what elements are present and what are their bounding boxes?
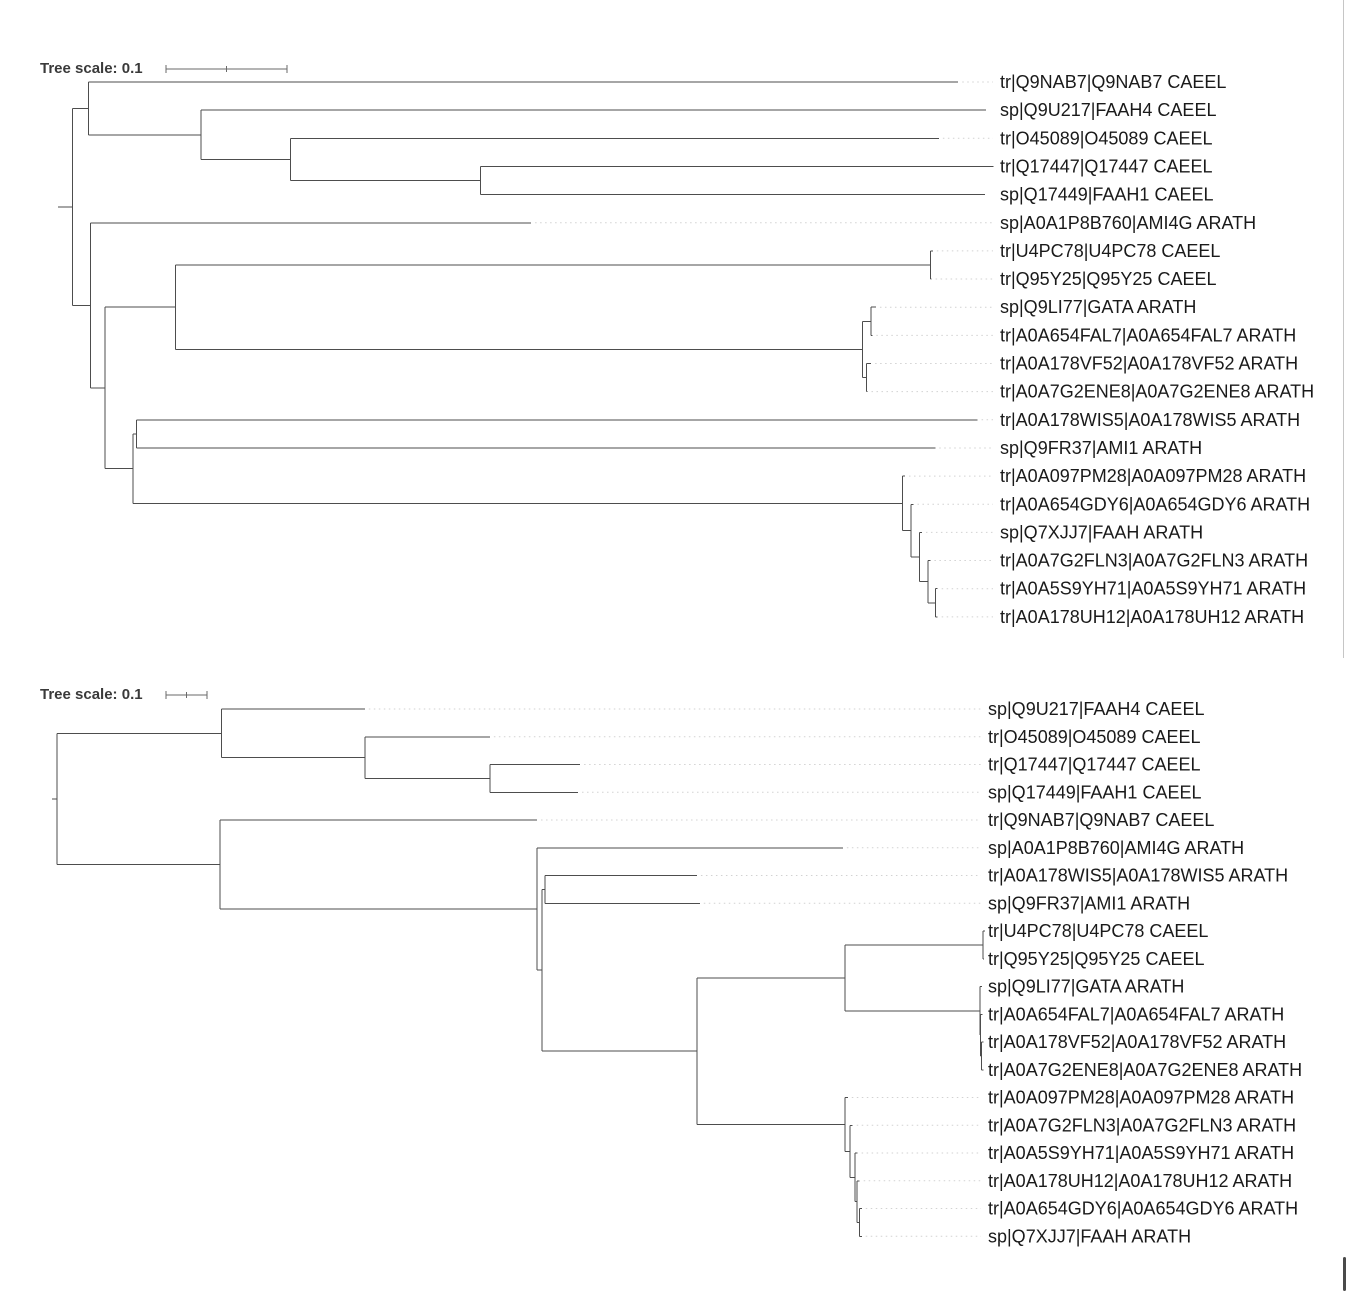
leaf-label: sp|Q17449|FAAH1 CAEEL bbox=[1000, 185, 1213, 205]
leaf-label: tr|A0A178VF52|A0A178VF52 ARATH bbox=[988, 1032, 1286, 1052]
leaf-label: tr|A0A654FAL7|A0A654FAL7 ARATH bbox=[988, 1004, 1284, 1024]
leaf-label: tr|A0A654GDY6|A0A654GDY6 ARATH bbox=[988, 1199, 1298, 1219]
leaf-label: sp|A0A1P8B760|AMI4G ARATH bbox=[988, 838, 1244, 858]
leaf-label: tr|Q9NAB7|Q9NAB7 CAEEL bbox=[1000, 72, 1226, 92]
leaf-label: tr|A0A178UH12|A0A178UH12 ARATH bbox=[1000, 607, 1304, 627]
leader-lines bbox=[535, 81, 993, 618]
leader-lines bbox=[368, 708, 981, 1237]
tree-scale-bar bbox=[165, 691, 208, 699]
leaf-label: tr|Q9NAB7|Q9NAB7 CAEEL bbox=[988, 810, 1214, 830]
leaf-label: sp|Q9FR37|AMI1 ARATH bbox=[1000, 438, 1202, 458]
leaf-label: tr|A0A178WIS5|A0A178WIS5 ARATH bbox=[988, 866, 1288, 886]
leaf-label: tr|O45089|O45089 CAEEL bbox=[988, 727, 1200, 747]
leaf-label: sp|Q9U217|FAAH4 CAEEL bbox=[1000, 100, 1216, 120]
tree-top: tr|Q9NAB7|Q9NAB7 CAEEL sp|Q9U217|FAAH4 CA… bbox=[58, 65, 1314, 627]
leaf-label: tr|A0A7G2FLN3|A0A7G2FLN3 ARATH bbox=[988, 1115, 1296, 1135]
tree-scale-label-bottom: Tree scale: 0.1 bbox=[40, 686, 143, 703]
leaf-label: sp|Q9FR37|AMI1 ARATH bbox=[988, 893, 1190, 913]
leaf-label: tr|A0A7G2ENE8|A0A7G2ENE8 ARATH bbox=[1000, 382, 1314, 402]
leaf-label: sp|Q17449|FAAH1 CAEEL bbox=[988, 782, 1201, 802]
pane-edge-line bbox=[1343, 0, 1344, 658]
leaf-label: tr|U4PC78|U4PC78 CAEEL bbox=[1000, 241, 1220, 261]
scrollbar-thumb[interactable] bbox=[1343, 1257, 1346, 1291]
tree-scale-bar bbox=[165, 65, 288, 73]
leaf-label: tr|A0A097PM28|A0A097PM28 ARATH bbox=[1000, 466, 1306, 486]
leaf-label: tr|A0A654GDY6|A0A654GDY6 ARATH bbox=[1000, 494, 1310, 514]
leaf-label: tr|A0A5S9YH71|A0A5S9YH71 ARATH bbox=[1000, 579, 1306, 599]
leaf-label: sp|Q7XJJ7|FAAH ARATH bbox=[1000, 522, 1203, 542]
tree-bottom: sp|Q9U217|FAAH4 CAEEL tr|O45089|O45089 CA… bbox=[52, 691, 1302, 1246]
leaf-labels: sp|Q9U217|FAAH4 CAEEL tr|O45089|O45089 CA… bbox=[988, 699, 1302, 1246]
leaf-label: sp|Q9LI77|GATA ARATH bbox=[988, 977, 1184, 997]
leaf-label: tr|Q95Y25|Q95Y25 CAEEL bbox=[988, 949, 1204, 969]
branch-lines bbox=[52, 708, 986, 1237]
leaf-label: tr|A0A654FAL7|A0A654FAL7 ARATH bbox=[1000, 325, 1296, 345]
leaf-label: tr|A0A5S9YH71|A0A5S9YH71 ARATH bbox=[988, 1143, 1294, 1163]
branch-lines bbox=[58, 81, 994, 618]
leaf-label: tr|U4PC78|U4PC78 CAEEL bbox=[988, 921, 1208, 941]
leaf-label: tr|Q17447|Q17447 CAEEL bbox=[1000, 156, 1212, 176]
tree-scale-label-top: Tree scale: 0.1 bbox=[40, 60, 143, 77]
leaf-label: tr|A0A178WIS5|A0A178WIS5 ARATH bbox=[1000, 410, 1300, 430]
leaf-labels: tr|Q9NAB7|Q9NAB7 CAEEL sp|Q9U217|FAAH4 CA… bbox=[1000, 72, 1314, 627]
leaf-label: sp|A0A1P8B760|AMI4G ARATH bbox=[1000, 213, 1256, 233]
leaf-label: tr|O45089|O45089 CAEEL bbox=[1000, 128, 1212, 148]
leaf-label: tr|Q17447|Q17447 CAEEL bbox=[988, 755, 1200, 775]
leaf-label: tr|A0A178UH12|A0A178UH12 ARATH bbox=[988, 1171, 1292, 1191]
leaf-label: sp|Q9U217|FAAH4 CAEEL bbox=[988, 699, 1204, 719]
leaf-label: sp|Q7XJJ7|FAAH ARATH bbox=[988, 1226, 1191, 1246]
leaf-label: tr|A0A7G2FLN3|A0A7G2FLN3 ARATH bbox=[1000, 551, 1308, 571]
leaf-label: tr|A0A7G2ENE8|A0A7G2ENE8 ARATH bbox=[988, 1060, 1302, 1080]
leaf-label: tr|Q95Y25|Q95Y25 CAEEL bbox=[1000, 269, 1216, 289]
leaf-label: tr|A0A178VF52|A0A178VF52 ARATH bbox=[1000, 354, 1298, 374]
leaf-label: sp|Q9LI77|GATA ARATH bbox=[1000, 297, 1196, 317]
leaf-label: tr|A0A097PM28|A0A097PM28 ARATH bbox=[988, 1088, 1294, 1108]
